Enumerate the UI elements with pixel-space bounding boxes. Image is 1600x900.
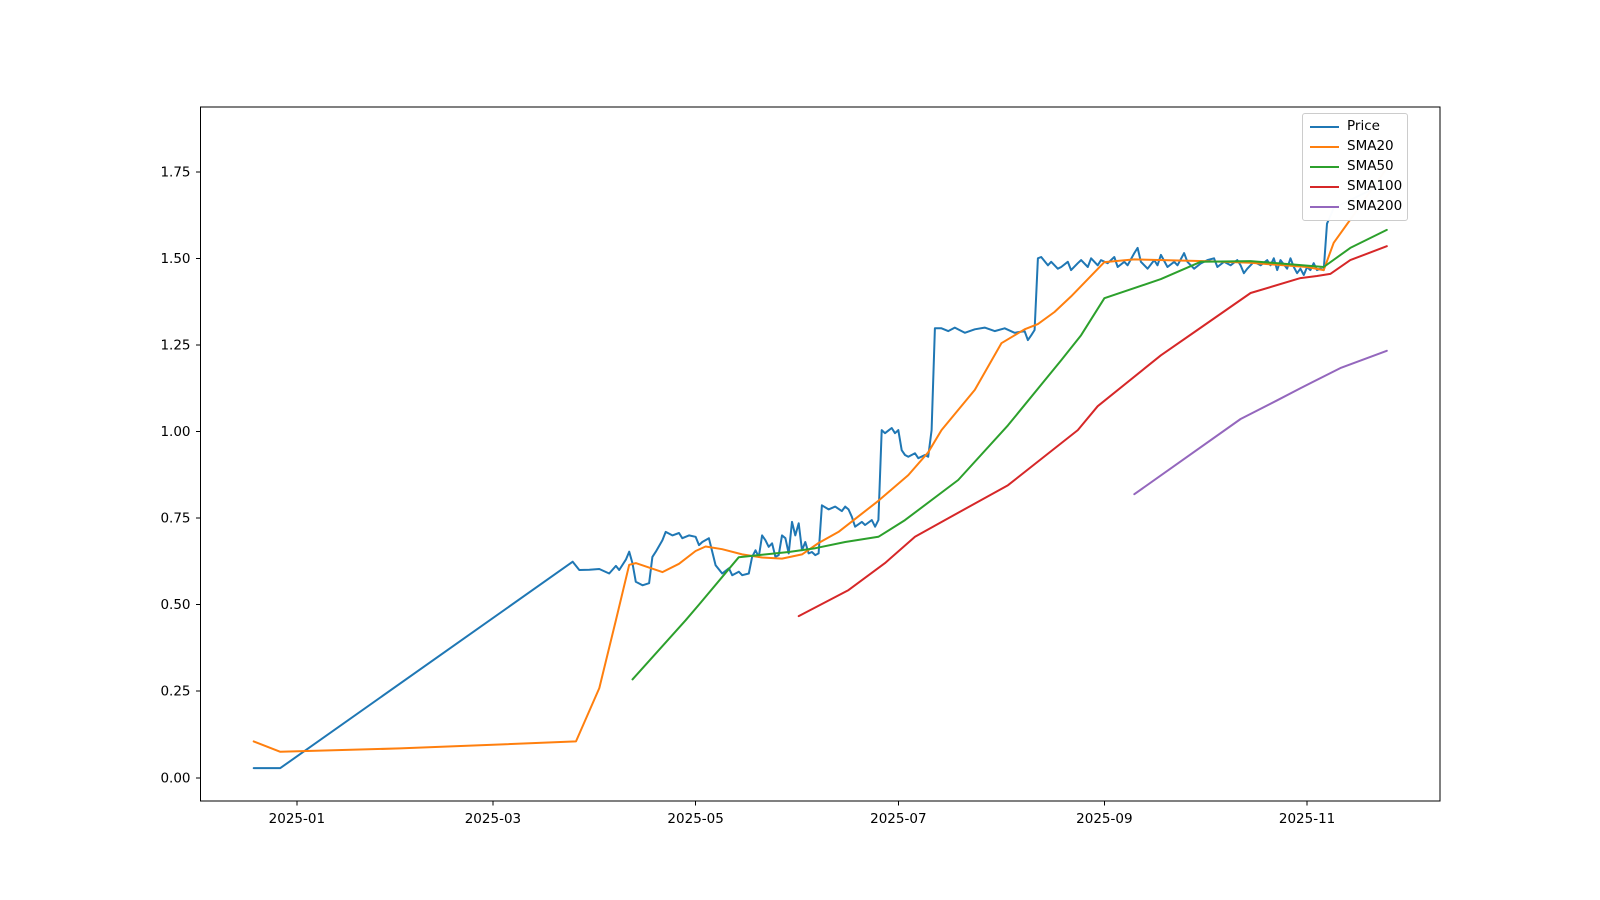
plot-border xyxy=(200,106,1441,802)
legend-line-sample xyxy=(1310,206,1339,208)
x-tick-label: 2025-09 xyxy=(1076,811,1132,827)
y-tick-label: 1.00 xyxy=(160,424,190,440)
x-tick-label: 2025-05 xyxy=(667,811,723,827)
series-line-price xyxy=(252,181,1388,770)
legend-item-sma20: SMA20 xyxy=(1310,137,1400,157)
series-line-sma50 xyxy=(631,228,1388,681)
legend-label: SMA200 xyxy=(1347,198,1403,215)
y-tick-label: 0.25 xyxy=(160,684,190,700)
series-line-sma100 xyxy=(797,245,1388,618)
legend-label: SMA50 xyxy=(1347,158,1394,175)
series-line-sma200 xyxy=(1133,349,1388,496)
legend-label: Price xyxy=(1347,118,1380,135)
legend-line-sample xyxy=(1310,126,1339,128)
legend-line-sample xyxy=(1310,186,1339,188)
legend-label: SMA20 xyxy=(1347,138,1394,155)
legend-line-sample xyxy=(1310,146,1339,148)
x-tick-label: 2025-01 xyxy=(269,811,325,827)
x-tick-label: 2025-07 xyxy=(870,811,926,827)
legend-item-sma50: SMA50 xyxy=(1310,157,1400,177)
legend: Price SMA20 SMA50 SMA100 SMA200 xyxy=(1302,113,1408,221)
legend-line-sample xyxy=(1310,166,1339,168)
y-tick-label: 0.00 xyxy=(160,770,190,786)
series-line-sma20 xyxy=(252,167,1388,753)
legend-item-sma200: SMA200 xyxy=(1310,197,1403,217)
y-tick-label: 0.50 xyxy=(160,597,190,613)
legend-label: SMA100 xyxy=(1347,178,1403,195)
y-tick-label: 0.75 xyxy=(160,511,190,527)
x-tick-label: 2025-03 xyxy=(465,811,521,827)
legend-item-sma100: SMA100 xyxy=(1310,177,1403,197)
y-tick-label: 1.25 xyxy=(160,337,190,353)
y-tick-label: 1.75 xyxy=(160,164,190,180)
legend-item-price: Price xyxy=(1310,117,1400,137)
x-tick-label: 2025-11 xyxy=(1279,811,1335,827)
y-tick-label: 1.50 xyxy=(160,251,190,267)
